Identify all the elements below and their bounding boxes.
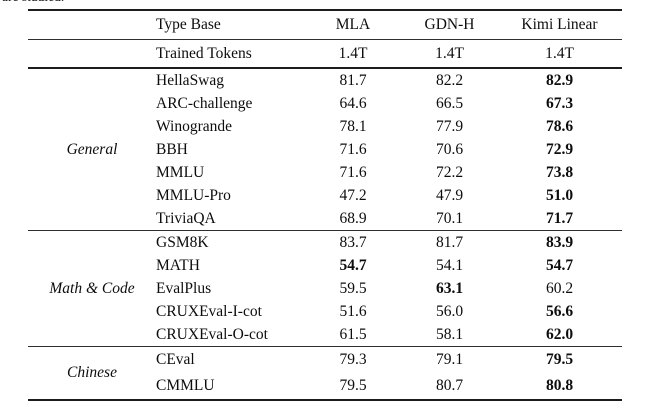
table-row: Math & Code GSM8K 83.7 81.7 83.9 [28, 231, 622, 297]
table-row: Winogrande 78.1 77.9 78.6 [28, 115, 622, 138]
column-header-gdn-h: GDN-H [402, 10, 497, 40]
trained-tokens-value: 1.4T [497, 39, 622, 69]
benchmark-name: HellaSwag [156, 71, 225, 89]
group-label: Math & Code [49, 279, 135, 297]
benchmark-name: EvalPlus [156, 279, 212, 297]
metric-value: 72.2 [435, 163, 464, 181]
metric-value: 71.7 [545, 209, 574, 227]
metric-value: 51.0 [545, 186, 574, 204]
benchmark-name: MMLU [156, 163, 205, 181]
header-spacer-cell [28, 10, 156, 40]
benchmark-name: CRUXEval-O-cot [156, 325, 268, 343]
benchmark-name: TriviaQA [156, 209, 216, 227]
table-row: MATH 54.7 54.1 54.7 [28, 254, 622, 277]
table-row: ARC-challenge 64.6 66.5 67.3 [28, 92, 622, 115]
metric-value: 77.9 [435, 117, 464, 135]
metric-value: 56.6 [545, 302, 574, 320]
metric-value: 54.7 [339, 256, 367, 274]
metric-value: 71.6 [339, 140, 367, 158]
metric-value: 78.1 [339, 117, 367, 135]
column-header-mla: MLA [304, 10, 402, 40]
metric-value: 54.7 [545, 256, 574, 274]
table-row: MMLU-Pro 47.2 47.9 51.0 [28, 184, 622, 207]
clipped-text: are studied. [2, 0, 172, 4]
benchmark-name: MATH [156, 256, 200, 274]
metric-value: 60.2 [545, 279, 574, 297]
metric-value: 81.7 [339, 71, 367, 89]
metric-value: 54.1 [435, 256, 464, 274]
group-math-code: Math & Code GSM8K 83.7 81.7 83.9 MATH 54.7 54.1… [28, 231, 622, 347]
clipped-paragraph-fragment: are studied. [2, 0, 172, 4]
table-row: General HellaSwag 81.7 82.2 82.9 [28, 68, 622, 158]
metric-value: 79.5 [545, 351, 574, 368]
metric-value: 73.8 [545, 163, 574, 181]
metric-value: 61.5 [339, 325, 367, 343]
metric-value: 79.1 [435, 351, 464, 368]
table-header-row: Type Base MLA GDN-H Kimi Linear [28, 10, 622, 40]
metric-value: 81.7 [435, 233, 464, 251]
group-chinese: Chinese CEval 79.3 79.1 79.5 CMMLU 79.5 80.7 80.… [28, 347, 622, 401]
benchmark-comparison-table: Type Base MLA GDN-H Kimi Linear Trained … [28, 9, 622, 401]
tokens-spacer-cell [28, 39, 156, 69]
metric-value: 71.6 [339, 163, 367, 181]
trained-tokens-value: 1.4T [402, 39, 497, 69]
metric-value: 62.0 [545, 325, 574, 343]
benchmark-name: Winogrande [156, 117, 232, 135]
benchmark-name: ARC-challenge [156, 94, 253, 112]
trained-tokens-row: Trained Tokens 1.4T 1.4T 1.4T [28, 39, 622, 69]
group-label: General [66, 140, 118, 158]
table-row: CMMLU 79.5 80.7 80.8 [28, 373, 622, 400]
metric-value: 83.9 [545, 233, 574, 251]
table-row: EvalPlus 59.5 63.1 60.2 [28, 277, 622, 300]
metric-value: 59.5 [339, 279, 367, 297]
metric-value: 58.1 [435, 325, 464, 343]
benchmark-name: GSM8K [156, 233, 209, 251]
metric-value: 51.6 [339, 302, 367, 320]
metric-value: 63.1 [435, 279, 464, 297]
group-label: Chinese [67, 364, 117, 381]
benchmark-name: BBH [156, 140, 188, 158]
group-general: General HellaSwag 81.7 82.2 82.9 ARC-challeng… [28, 68, 622, 231]
benchmark-name: MMLU-Pro [156, 186, 231, 204]
metric-value: 83.7 [339, 233, 367, 251]
metric-value: 82.9 [545, 71, 574, 89]
table-row: MMLU 71.6 72.2 73.8 [28, 161, 622, 184]
benchmark-name: CEval [156, 351, 195, 368]
benchmark-name: CRUXEval-I-cot [156, 302, 262, 320]
trained-tokens-label: Trained Tokens [156, 39, 304, 69]
metric-value: 80.7 [435, 377, 464, 394]
metric-value: 78.6 [545, 117, 574, 135]
table-row: BBH 71.6 70.6 72.9 [28, 138, 622, 161]
table-row: CRUXEval-I-cot 51.6 56.0 56.6 [28, 300, 622, 323]
metric-value: 47.9 [435, 186, 464, 204]
metric-value: 79.3 [339, 351, 367, 368]
metric-value: 79.5 [339, 377, 367, 394]
column-header-kimi-linear: Kimi Linear [497, 10, 622, 40]
metric-value: 70.1 [435, 209, 464, 227]
trained-tokens-value: 1.4T [304, 39, 402, 69]
metric-value: 56.0 [435, 302, 464, 320]
metric-value: 82.2 [435, 71, 464, 89]
metric-value: 64.6 [339, 94, 367, 112]
metric-value: 68.9 [339, 209, 367, 227]
column-header-type-base: Type Base [156, 10, 304, 40]
table-row: Chinese CEval 79.3 79.1 79.5 [28, 347, 622, 381]
metric-value: 47.2 [339, 186, 367, 204]
benchmark-name: CMMLU [156, 377, 215, 394]
metric-value: 67.3 [545, 94, 574, 112]
metric-value: 80.8 [545, 377, 574, 394]
metric-value: 70.6 [435, 140, 464, 158]
metric-value: 66.5 [435, 94, 464, 112]
metric-value: 72.9 [545, 140, 574, 158]
table-row: CRUXEval-O-cot 61.5 58.1 62.0 [28, 323, 622, 347]
table-row: TriviaQA 68.9 70.1 71.7 [28, 207, 622, 231]
